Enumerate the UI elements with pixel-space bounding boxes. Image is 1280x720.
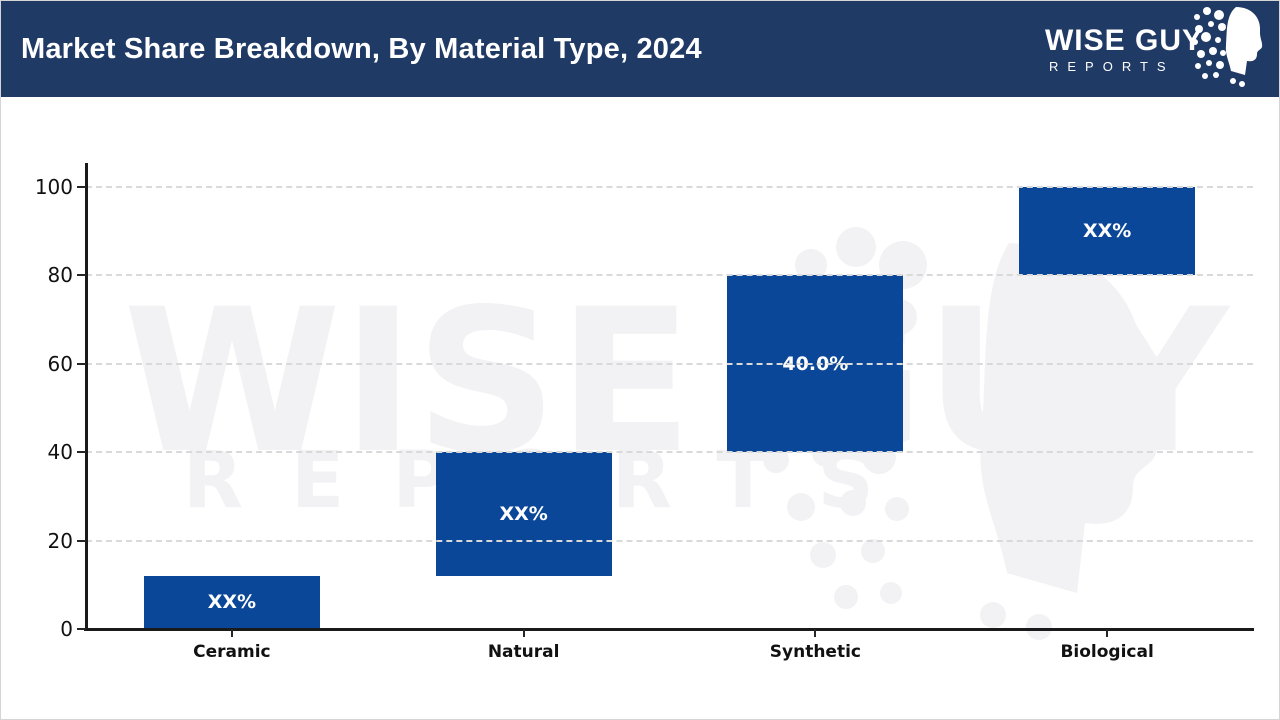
y-tick-label: 60 xyxy=(47,351,73,376)
x-tick-label-biological: Biological xyxy=(1060,642,1154,662)
x-axis-line xyxy=(84,628,1254,631)
gridline-40 xyxy=(86,451,1253,454)
y-tick-label: 80 xyxy=(47,263,73,288)
y-tick-label: 0 xyxy=(60,617,73,641)
chart-title: Market Share Breakdown, By Material Type… xyxy=(21,32,702,65)
logo-head-icon xyxy=(1189,5,1265,93)
y-tick-mark xyxy=(77,451,86,454)
logo-subtext: REPORTS xyxy=(1048,59,1175,74)
x-tick-label-ceramic: Ceramic xyxy=(193,642,271,662)
x-tick-mark xyxy=(1106,629,1109,637)
gridline-60 xyxy=(86,362,1253,365)
y-tick-mark xyxy=(77,186,86,188)
x-tick-mark xyxy=(230,629,233,637)
y-tick-mark xyxy=(77,539,86,542)
bar-ceramic: XX% xyxy=(143,575,320,629)
x-tick-label-synthetic: Synthetic xyxy=(769,642,861,662)
logo-wordmark: WISE GUY xyxy=(1044,24,1203,57)
y-tick-label: 40 xyxy=(47,440,73,465)
logo-text: WISE GUY REPORTS xyxy=(1045,24,1203,74)
bar-natural: XX% xyxy=(435,452,612,576)
bar-biological: XX% xyxy=(1019,187,1196,276)
y-tick-mark xyxy=(77,274,86,277)
y-tick-label: 20 xyxy=(47,528,73,553)
gridline-80 xyxy=(86,274,1253,277)
wise-guy-reports-logo: WISE GUY REPORTS xyxy=(1045,5,1265,93)
chart-area: WISE GUY REPORTS 020406080100XX%CeramicX… xyxy=(1,97,1279,719)
gridline-100 xyxy=(86,186,1253,188)
x-tick-label-natural: Natural xyxy=(487,642,560,662)
bar-value-label: XX% xyxy=(1082,220,1132,243)
bar-value-label: XX% xyxy=(207,591,257,614)
y-axis-line xyxy=(85,163,88,630)
y-tick-label: 100 xyxy=(34,175,73,199)
x-tick-mark xyxy=(814,629,817,637)
y-tick-mark xyxy=(77,628,86,630)
y-tick-mark xyxy=(77,362,86,365)
header-bar: Market Share Breakdown, By Material Type… xyxy=(1,1,1279,97)
gridline-20 xyxy=(86,539,1253,542)
bar-value-label: XX% xyxy=(499,503,548,526)
watermark-head-icon xyxy=(641,225,1181,649)
x-tick-mark xyxy=(522,629,525,637)
